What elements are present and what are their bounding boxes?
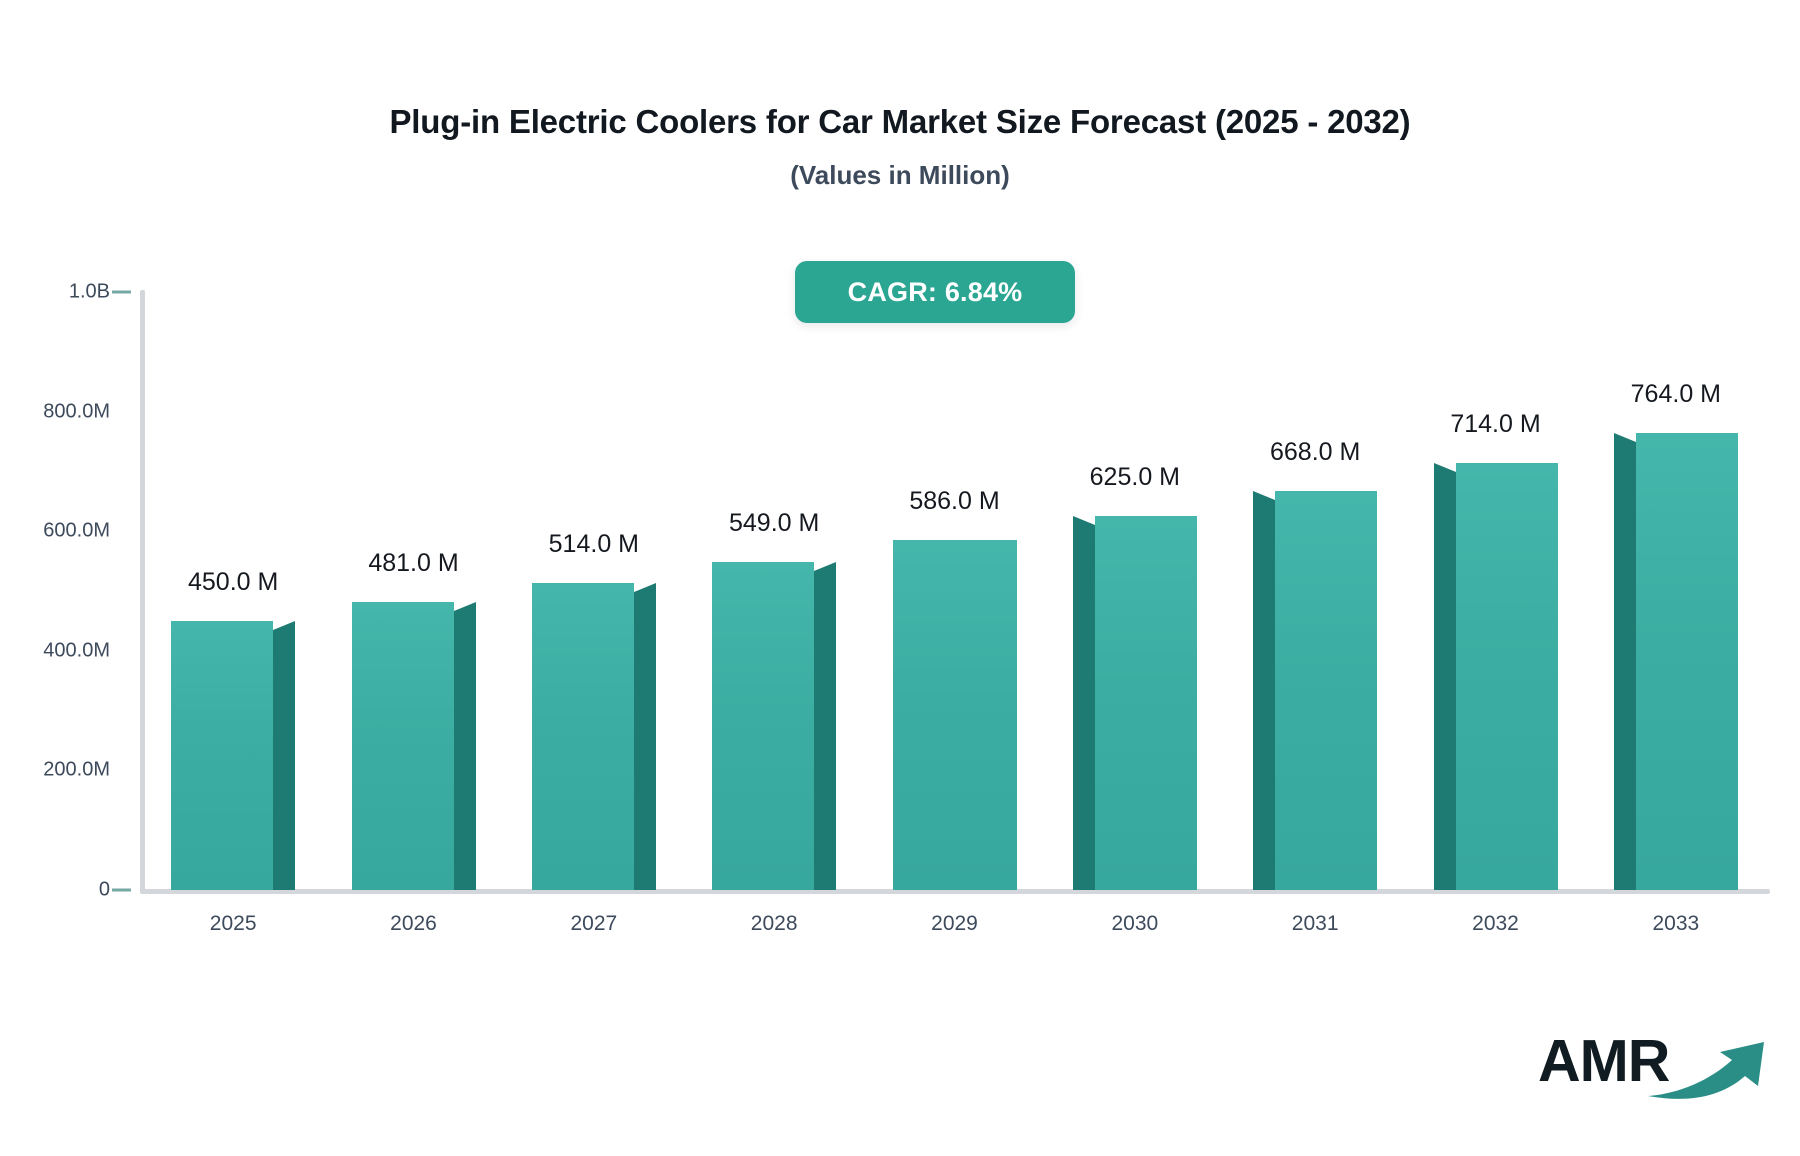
x-axis-tick-label: 2026 xyxy=(390,912,437,935)
chart-bar[interactable]: 714.0 M xyxy=(1433,410,1558,890)
chart-bar-top-bevel xyxy=(1253,490,1276,500)
chart-bar-front-face xyxy=(1635,433,1738,890)
y-axis-tick-label: 400.0M xyxy=(43,639,110,662)
page-title: Plug-in Electric Coolers for Car Market … xyxy=(389,103,1411,140)
y-axis-tick-label: 600.0M xyxy=(43,519,110,542)
x-axis-tick-label: 2033 xyxy=(1652,912,1700,935)
chart-bar-front-face xyxy=(171,620,274,890)
amr-logo: AMR xyxy=(1538,1028,1764,1099)
cagr-badge: CAGR: 6.84% xyxy=(795,261,1075,323)
chart-bar-side-face xyxy=(453,611,476,890)
x-axis-tick-label: 2027 xyxy=(570,912,618,935)
chart-bar-top-bevel xyxy=(453,602,476,612)
chart-bar-top-bevel xyxy=(633,582,656,592)
chart-bar-front-face xyxy=(1275,490,1378,890)
chart-subtitle: (Values in Million) xyxy=(790,160,1010,191)
chart-bar-front-face xyxy=(712,561,815,890)
chart-bar-top-bevel xyxy=(1613,433,1636,443)
trend-up-arrow-icon xyxy=(1648,1042,1764,1099)
chart-bar-top-bevel xyxy=(814,561,837,571)
y-axis-tick-label: 0 xyxy=(98,878,110,901)
y-axis-tick-mark xyxy=(112,290,131,294)
chart-bar-top-bevel xyxy=(1433,463,1456,473)
chart-bar-value-label: 625.0 M xyxy=(1089,463,1180,492)
chart-bar-side-face xyxy=(1613,442,1636,890)
x-axis-tick-label: 2031 xyxy=(1291,912,1339,935)
chart-bar-side-face xyxy=(1433,472,1456,890)
y-axis-tick-mark xyxy=(112,888,131,892)
chart-bar-side-face xyxy=(1072,525,1095,890)
chart-bar[interactable]: 514.0 M xyxy=(531,530,656,890)
chart-bar-value-label: 764.0 M xyxy=(1630,380,1721,409)
y-axis-tick-label: 200.0M xyxy=(43,758,110,781)
chart-bar-value-label: 586.0 M xyxy=(909,486,1000,515)
chart-bar-value-label: 668.0 M xyxy=(1269,437,1361,466)
y-axis-tick-label: 1.0B xyxy=(68,280,110,303)
x-axis-tick-label: 2028 xyxy=(750,912,798,935)
chart-bar[interactable]: 586.0 M xyxy=(892,487,1017,890)
chart-bar[interactable]: 668.0 M xyxy=(1253,438,1378,890)
chart-bar-side-face xyxy=(633,591,656,890)
chart-bar[interactable]: 625.0 M xyxy=(1072,463,1197,890)
y-axis-line xyxy=(140,290,145,892)
chart-bar-top-bevel xyxy=(1072,516,1095,526)
x-axis-line xyxy=(140,889,1770,894)
chart-bar-value-label: 450.0 M xyxy=(187,567,279,596)
chart-bar-front-face xyxy=(531,582,634,890)
chart-bar-front-face xyxy=(1094,516,1197,890)
chart-bar-value-label: 549.0 M xyxy=(728,508,820,537)
chart-bar-top-bevel xyxy=(273,620,296,630)
chart-bar-front-face xyxy=(892,539,1017,890)
amr-logo-text: AMR xyxy=(1538,1028,1670,1094)
chart-bar-side-face xyxy=(273,629,296,890)
chart-header: Plug-in Electric Coolers for Car Market … xyxy=(0,0,1800,190)
chart-bar[interactable]: 549.0 M xyxy=(712,509,837,890)
x-axis-tick-label: 2029 xyxy=(931,912,978,935)
y-axis-labels: 0 200.0M 400.0M 600.0M 800.0M 1.0B xyxy=(0,0,110,1156)
chart-bar-side-face xyxy=(814,570,837,890)
x-axis-tick-label: 2025 xyxy=(209,912,257,935)
chart-bar-front-face xyxy=(351,602,454,890)
chart-bar-value-label: 514.0 M xyxy=(548,529,639,558)
y-axis-tick-label: 800.0M xyxy=(43,400,110,423)
x-axis-tick-label: 2032 xyxy=(1472,912,1519,935)
chart-bar-front-face xyxy=(1455,463,1558,890)
chart-bar-value-label: 481.0 M xyxy=(368,549,459,578)
chart-bar-value-label: 714.0 M xyxy=(1450,410,1541,439)
chart-bar-side-face xyxy=(1253,499,1276,890)
x-axis-tick-label: 2030 xyxy=(1111,912,1159,935)
chart-bar[interactable]: 764.0 M xyxy=(1613,380,1738,890)
chart-bar[interactable]: 481.0 M xyxy=(351,549,476,890)
chart-bar[interactable]: 450.0 M xyxy=(171,568,296,890)
